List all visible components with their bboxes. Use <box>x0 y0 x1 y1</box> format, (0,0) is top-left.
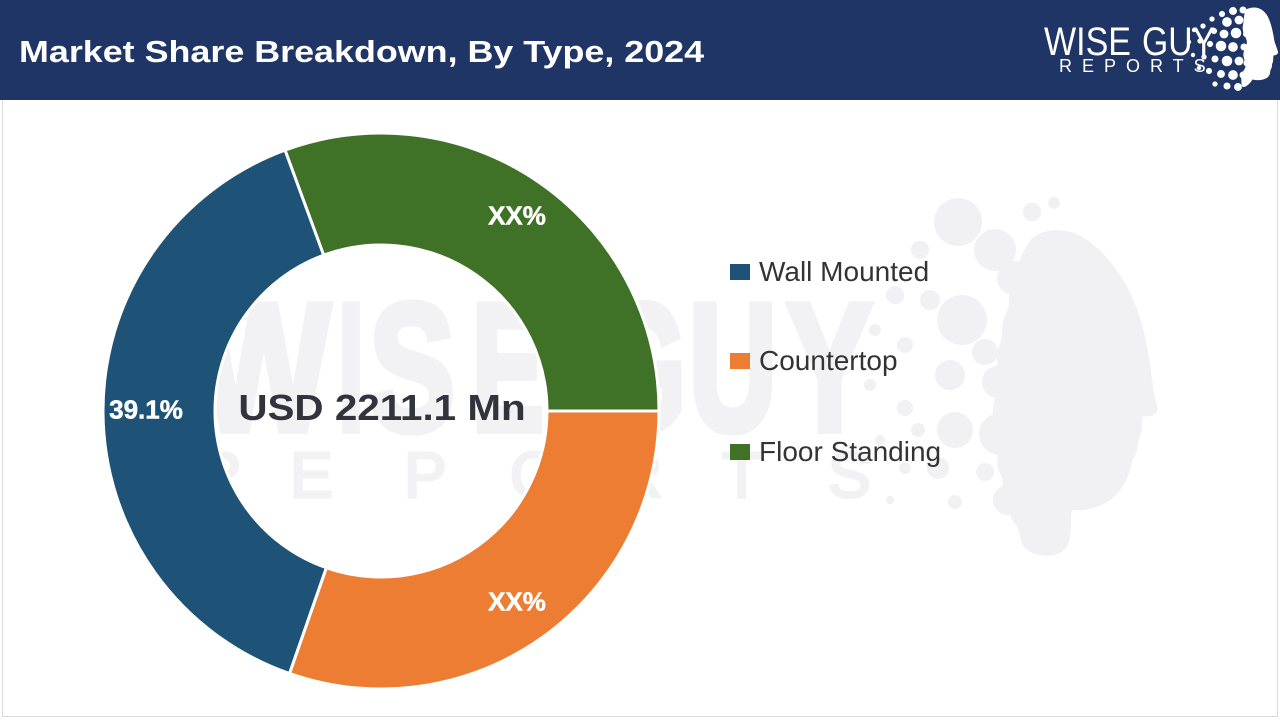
svg-text:S: S <box>369 267 455 469</box>
svg-text:WISE: WISE <box>1044 20 1131 64</box>
svg-text:Y: Y <box>787 267 872 469</box>
svg-text:S: S <box>828 439 871 511</box>
svg-text:U: U <box>689 267 777 469</box>
svg-text:E: E <box>290 439 333 511</box>
svg-text:P: P <box>404 439 447 511</box>
svg-text:I: I <box>338 267 364 469</box>
svg-text:REPORTS: REPORTS <box>1059 56 1216 76</box>
